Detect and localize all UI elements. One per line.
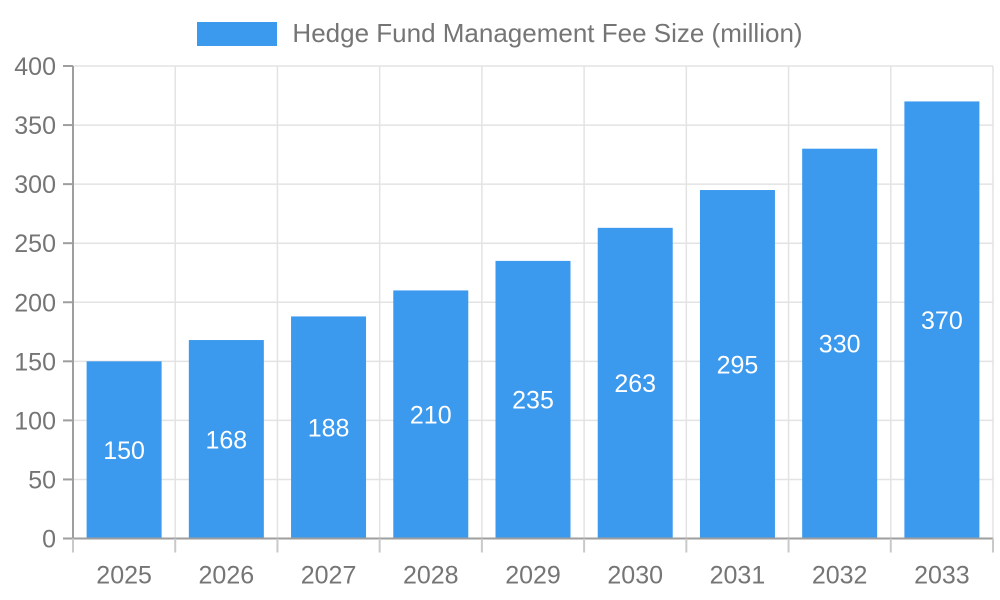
x-tick-label-2025: 2025: [96, 562, 152, 590]
bar-value-label-2030: 263: [614, 370, 656, 398]
y-tick-label-150: 150: [14, 348, 56, 376]
bar-value-label-2025: 150: [103, 437, 145, 465]
y-tick-label-0: 0: [42, 526, 56, 554]
bar-value-label-2027: 188: [308, 414, 350, 442]
x-tick-label-2027: 2027: [301, 562, 357, 590]
y-tick-label-400: 400: [14, 53, 56, 81]
x-tick-label-2030: 2030: [607, 562, 663, 590]
y-tick-label-250: 250: [14, 230, 56, 258]
x-tick-label-2033: 2033: [914, 562, 970, 590]
bar-value-label-2028: 210: [410, 401, 452, 429]
y-tick-label-100: 100: [14, 407, 56, 435]
bar-2033[interactable]: [904, 101, 980, 539]
bar-2025[interactable]: [86, 361, 162, 539]
bar-2032[interactable]: [802, 148, 878, 539]
y-tick-label-300: 300: [14, 171, 56, 199]
x-tick-label-2029: 2029: [505, 562, 561, 590]
x-tick-label-2028: 2028: [403, 562, 459, 590]
bar-2026[interactable]: [188, 340, 264, 539]
bar-value-label-2033: 370: [921, 307, 963, 335]
bar-value-label-2032: 330: [819, 331, 861, 359]
x-tick-label-2026: 2026: [199, 562, 255, 590]
legend: Hedge Fund Management Fee Size (million): [0, 18, 1000, 49]
y-tick-label-350: 350: [14, 112, 56, 140]
x-tick-label-2031: 2031: [710, 562, 766, 590]
bar-2030[interactable]: [597, 227, 673, 539]
y-tick-label-200: 200: [14, 289, 56, 317]
bar-2028[interactable]: [393, 290, 469, 539]
legend-item[interactable]: Hedge Fund Management Fee Size (million): [197, 18, 803, 49]
bar-2031[interactable]: [699, 190, 775, 539]
legend-swatch-icon: [197, 21, 278, 46]
bar-value-label-2031: 295: [717, 351, 759, 379]
bar-value-label-2026: 168: [205, 426, 247, 454]
bar-value-label-2029: 235: [512, 387, 554, 415]
bar-2027[interactable]: [291, 316, 367, 539]
legend-label: Hedge Fund Management Fee Size (million): [292, 18, 803, 48]
x-tick-label-2032: 2032: [812, 562, 868, 590]
bar-2029[interactable]: [495, 260, 571, 539]
y-tick-label-50: 50: [28, 466, 56, 494]
